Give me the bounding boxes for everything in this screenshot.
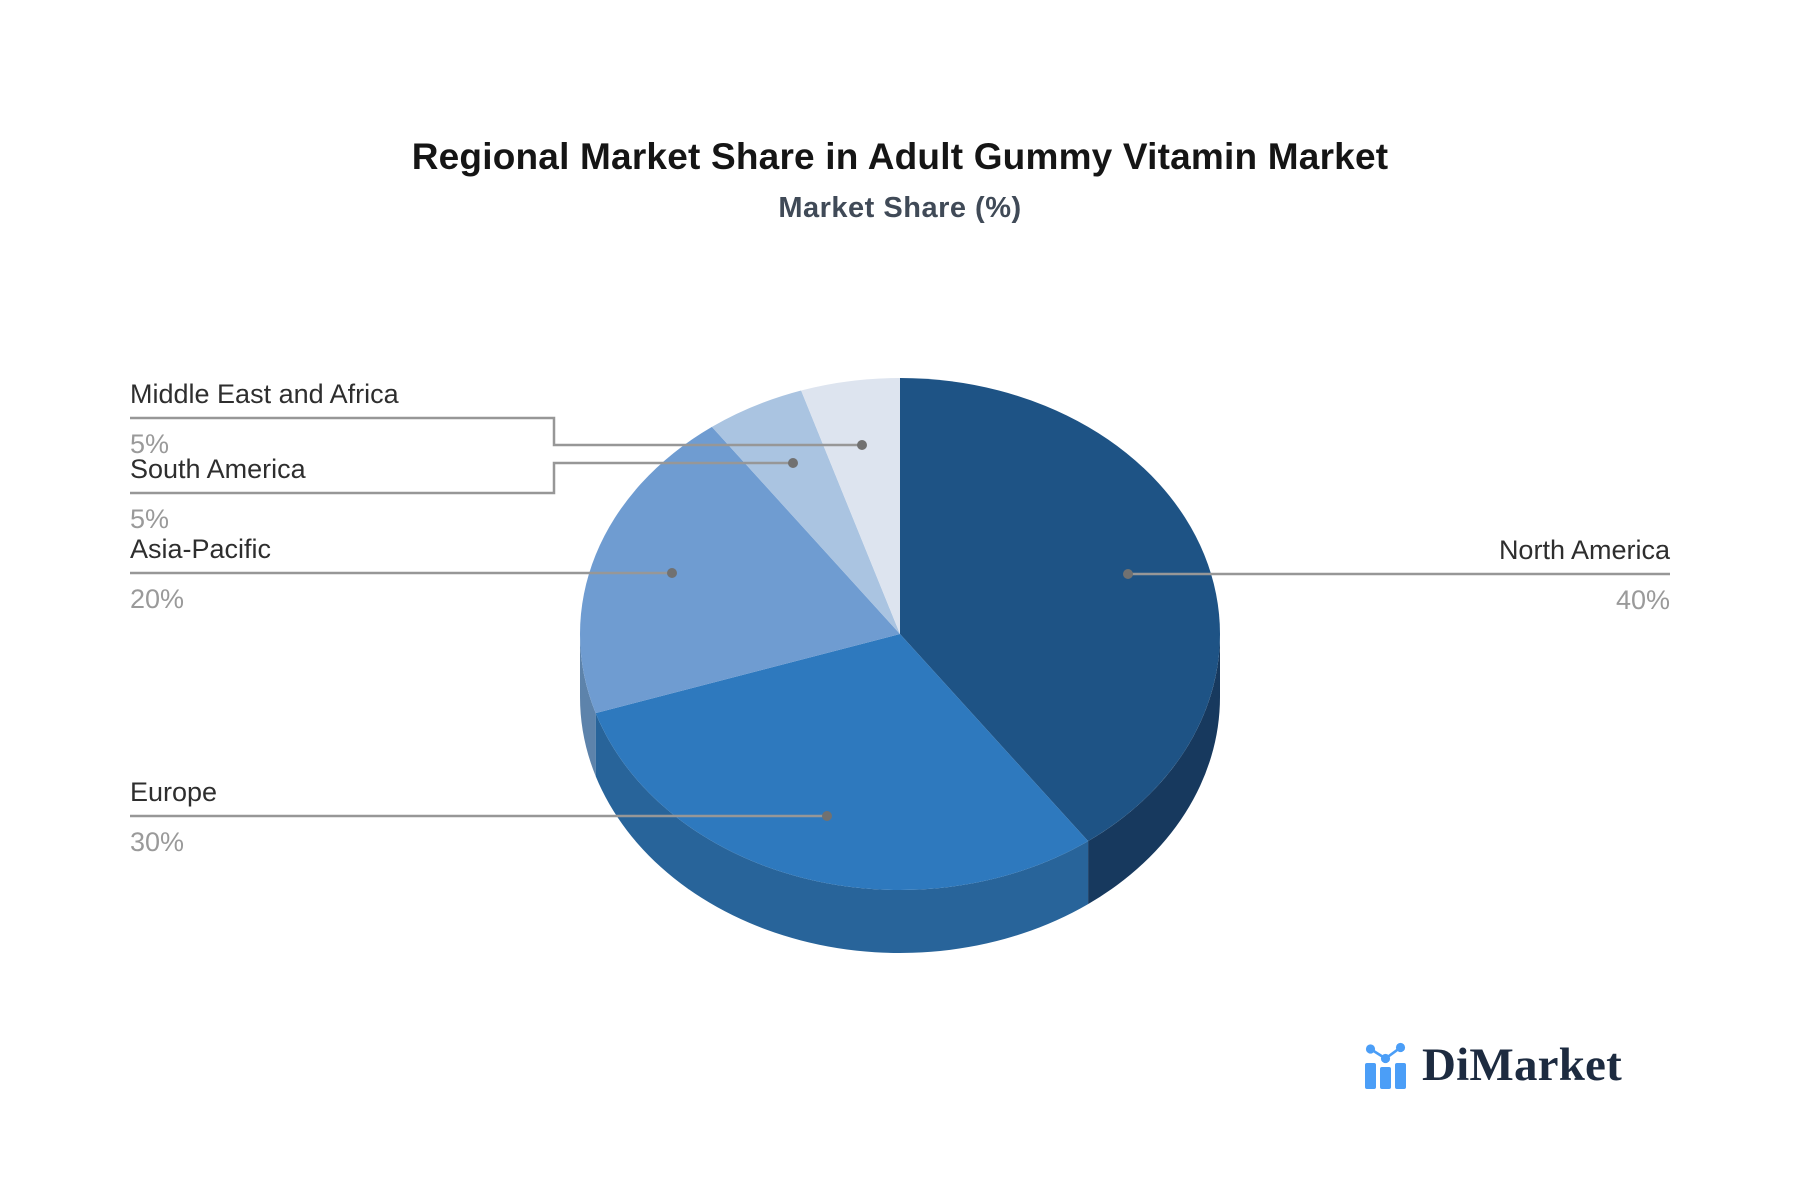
slice-label-name: Middle East and Africa <box>130 379 399 409</box>
slice-label-name: Europe <box>130 777 218 807</box>
logo-chart-icon <box>1365 1042 1406 1089</box>
pie-slice-side-asia-pacific <box>580 634 596 777</box>
slice-label-value: 5% <box>130 429 170 459</box>
slice-label-name: South America <box>130 454 306 484</box>
leader-line-south-america <box>130 461 793 495</box>
slice-label-value: 5% <box>130 504 170 534</box>
leader-dot-north-america <box>1123 569 1133 579</box>
chart-subtitle: Market Share (%) <box>778 192 1022 224</box>
slice-label-name: North America <box>1498 535 1670 565</box>
leader-line-middle-east-and-africa <box>130 416 862 447</box>
slice-label-value: 40% <box>1615 585 1670 615</box>
leader-dot-asia-pacific <box>667 568 677 578</box>
leader-dot-europe <box>822 811 832 821</box>
pie-slice-asia-pacific[interactable] <box>580 426 900 714</box>
pie-slice-side-europe <box>595 713 1089 953</box>
slice-label-name: Asia-Pacific <box>130 534 272 564</box>
pie-slice-middle-east-and-africa[interactable] <box>801 378 900 634</box>
leader-dot-middle-east-and-africa <box>857 440 867 450</box>
chart-title: Regional Market Share in Adult Gummy Vit… <box>411 136 1389 177</box>
brand-logo: DiMarket <box>1364 1040 1622 1090</box>
brand-name: DiMarket <box>1422 1039 1622 1091</box>
leader-dot-south-america <box>788 458 798 468</box>
pie-slice-south-america[interactable] <box>711 390 900 634</box>
pie-slice-europe[interactable] <box>595 634 1089 890</box>
pie-slice-north-america[interactable] <box>900 378 1221 842</box>
slice-label-value: 20% <box>130 584 185 614</box>
pie-slice-side-north-america <box>1088 634 1220 905</box>
slice-label-value: 30% <box>130 827 185 857</box>
